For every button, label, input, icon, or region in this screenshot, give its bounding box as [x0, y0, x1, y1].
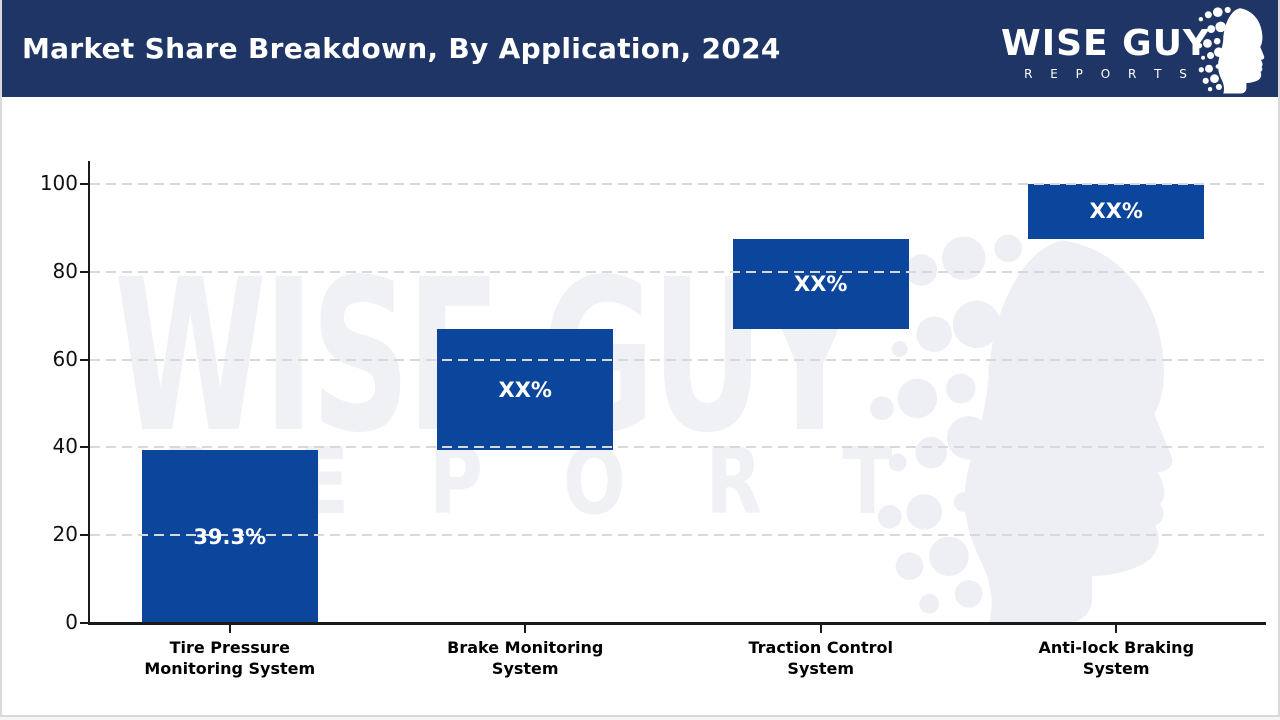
x-tick-3 — [819, 625, 822, 633]
category-label-line: Traction Control — [748, 638, 894, 657]
category-label-3: Traction Control System — [671, 637, 971, 679]
header: Market Share Breakdown, By Application, … — [2, 0, 1278, 97]
category-label-line: System — [491, 659, 559, 678]
x-axis-line — [88, 622, 1266, 625]
page-title: Market Share Breakdown, By Application, … — [22, 32, 781, 65]
y-tick-20 — [80, 534, 88, 537]
bar-value-label-2: XX% — [498, 377, 552, 402]
category-label-line: System — [1082, 659, 1150, 678]
gridline-80 — [90, 270, 1264, 273]
y-tick-label-80: 80 — [52, 258, 78, 283]
y-tick-40 — [80, 446, 88, 449]
category-label-line: Monitoring System — [144, 659, 316, 678]
brand-logo: WISE GUY R E P O R T S — [1001, 6, 1268, 94]
category-label-line: Tire Pressure — [169, 638, 290, 657]
brand-name: WISE GUY — [1000, 22, 1210, 64]
chart-area: WISE GUY R E P O R T S 0 20 40 60 80 100 39.3%… — [2, 97, 1278, 715]
bar-1 — [141, 450, 318, 623]
logo-head-icon — [1196, 6, 1265, 94]
x-tick-1 — [228, 625, 231, 633]
gridline-40 — [90, 446, 1264, 449]
y-tick-60 — [80, 358, 88, 361]
y-tick-label-60: 60 — [52, 346, 78, 371]
x-tick-2 — [524, 625, 527, 633]
gridline-100 — [90, 183, 1264, 185]
y-tick-label-20: 20 — [52, 522, 78, 547]
watermark-text: WISE GUY — [114, 234, 860, 479]
y-tick-100 — [80, 183, 88, 185]
bar-value-label-1: 39.3% — [193, 524, 267, 549]
bar-4 — [1028, 184, 1205, 239]
gridline-60 — [90, 358, 1264, 361]
y-tick-0 — [80, 622, 88, 624]
bar-value-label-3: XX% — [794, 271, 848, 296]
y-axis-line — [88, 161, 90, 625]
bar-value-label-4: XX% — [1089, 199, 1143, 224]
brand-tagline: R E P O R T S — [1024, 66, 1194, 81]
y-tick-label-0: 0 — [65, 610, 78, 634]
category-label-2: Brake Monitoring System — [375, 637, 675, 679]
x-tick-4 — [1115, 625, 1118, 633]
y-tick-80 — [80, 270, 88, 273]
y-tick-label-100: 100 — [39, 171, 78, 195]
y-tick-label-40: 40 — [52, 434, 78, 459]
category-label-4: Anti-lock Braking System — [966, 637, 1266, 679]
brand-logo-text: WISE GUY R E P O R T S — [1000, 22, 1210, 81]
watermark-tagline: R E P O R T S — [162, 428, 1053, 535]
category-label-line: Brake Monitoring — [447, 638, 604, 657]
category-label-line: Anti-lock Braking — [1038, 638, 1195, 657]
gridline-20 — [90, 534, 1264, 537]
category-label-line: System — [787, 659, 855, 678]
category-label-1: Tire Pressure Monitoring System — [80, 637, 380, 679]
bar-3 — [732, 238, 909, 329]
watermark-face-icon — [870, 234, 1173, 624]
bar-2 — [437, 328, 614, 451]
